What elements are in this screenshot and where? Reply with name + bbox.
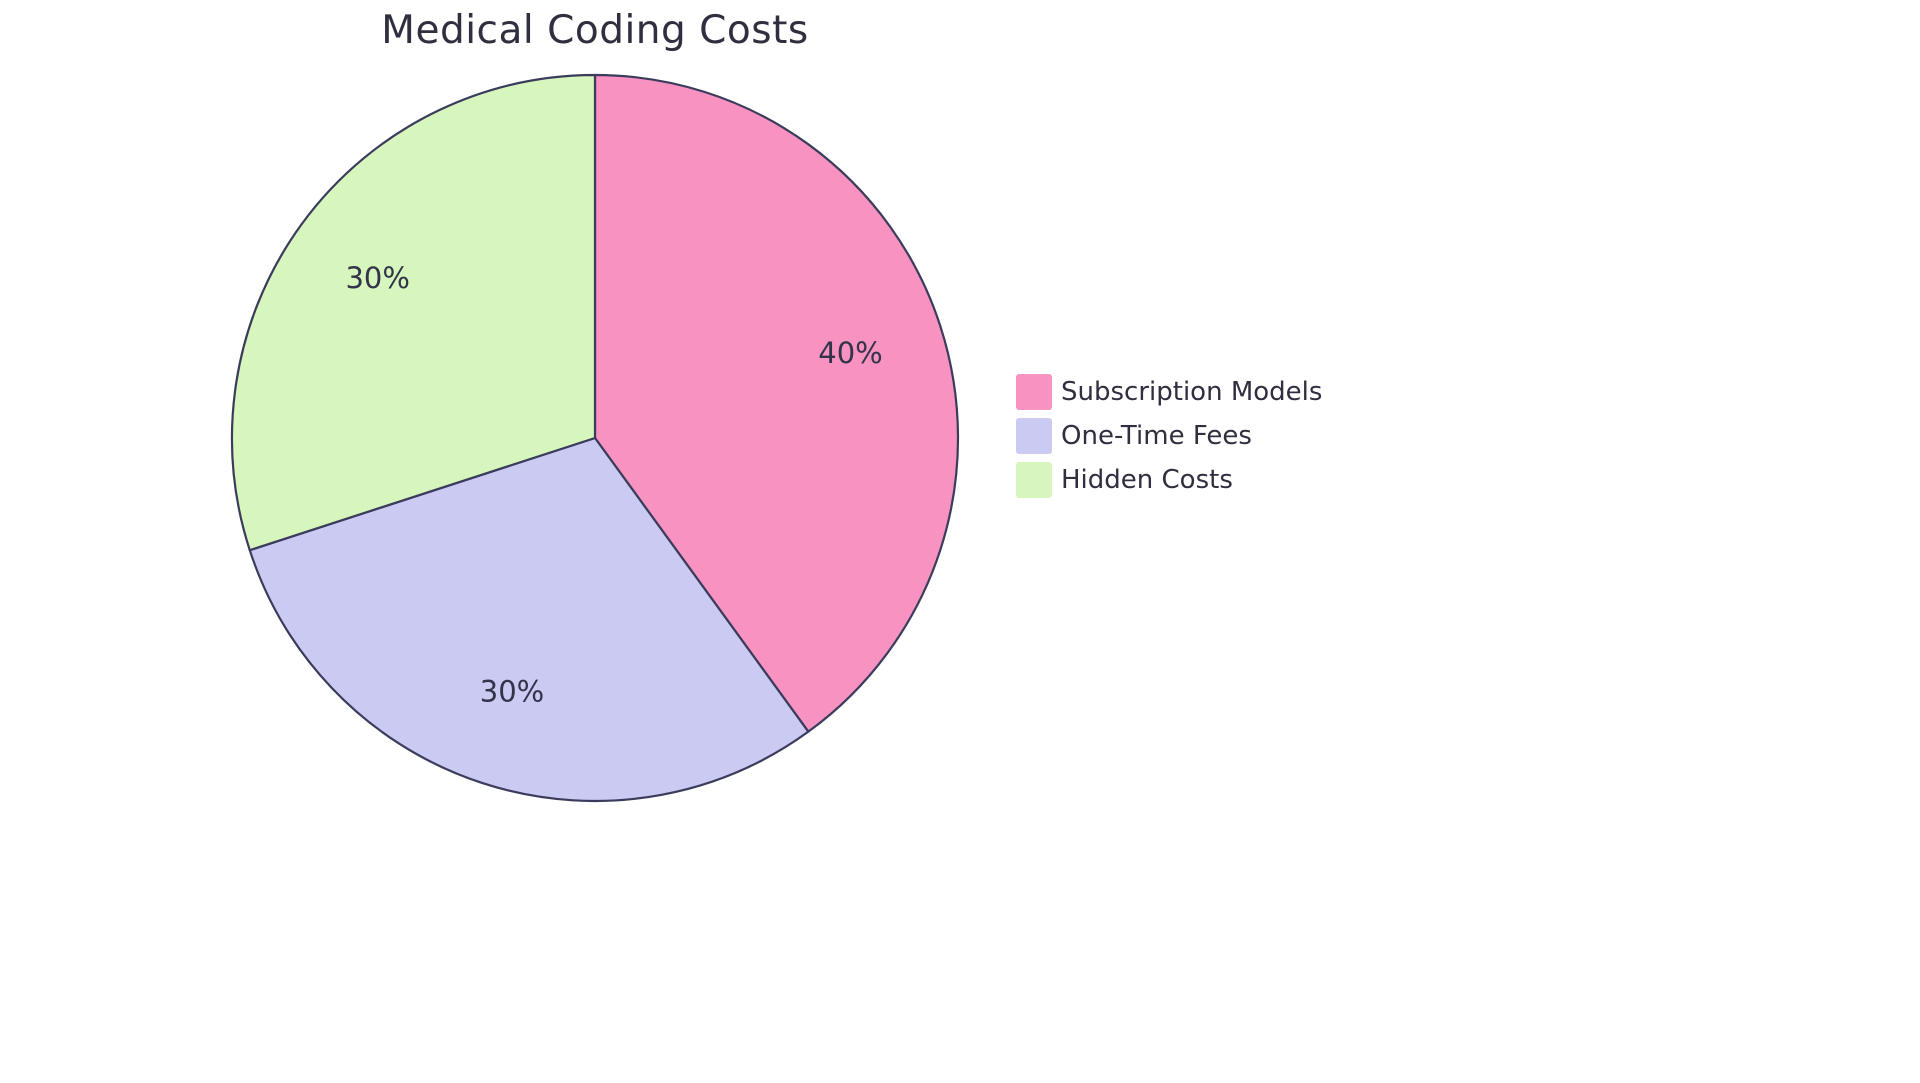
slice-percent-label-one-time-fees: 30% [480, 675, 544, 709]
legend-label: Subscription Models [1061, 377, 1323, 407]
pie-slice-hidden-costs [230, 73, 597, 552]
legend-label: One-Time Fees [1061, 421, 1252, 451]
pie-slice-subscription-models [593, 73, 960, 733]
legend-swatch-hidden-costs [1016, 462, 1052, 498]
legend-item-one-time-fees: One-Time Fees [1016, 418, 1322, 454]
legend-label: Hidden Costs [1061, 465, 1233, 495]
pie-slice-one-time-fees [248, 436, 810, 803]
legend: Subscription Models One-Time Fees Hidden C… [1016, 374, 1322, 498]
pie-slice-labels-group: 40% 30% 30% [345, 261, 882, 708]
legend-item-subscription-models: Subscription Models [1016, 374, 1322, 410]
chart-title: Medical Coding Costs [381, 8, 809, 53]
pie-slices-group [230, 73, 960, 803]
legend-swatch-subscription-models [1016, 374, 1052, 410]
slice-percent-label-hidden-costs: 30% [345, 261, 409, 295]
legend-swatch-one-time-fees [1016, 418, 1052, 454]
legend-item-hidden-costs: Hidden Costs [1016, 462, 1322, 498]
slice-percent-label-subscription-models: 40% [818, 336, 882, 370]
